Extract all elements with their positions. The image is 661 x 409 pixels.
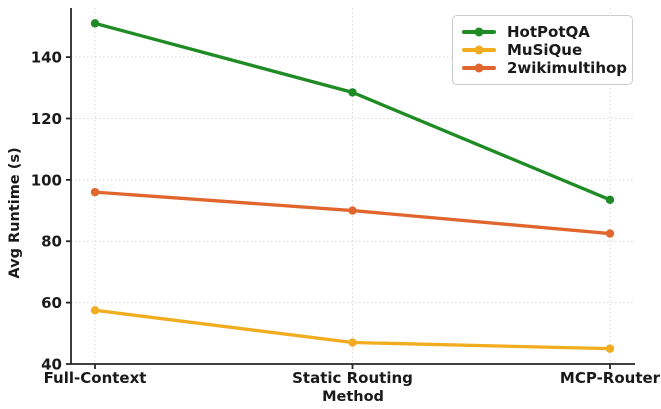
y-tick-label: 60 [41, 294, 62, 312]
legend-item-hotpotqa: HotPotQA [462, 23, 622, 41]
legend-item-musique: MuSiQue [462, 41, 622, 59]
x-tick-label: Full-Context [44, 369, 147, 387]
legend-marker-icon [474, 27, 484, 37]
data-point-HotPotQA [348, 88, 357, 97]
legend-marker-icon [474, 63, 484, 73]
data-point-2wikimultihop [90, 187, 100, 197]
x-tick-label: MCP-Router [560, 369, 661, 387]
legend-label: HotPotQA [507, 23, 590, 41]
y-tick-label: 100 [31, 171, 62, 189]
legend-marker-icon [474, 45, 484, 55]
x-tick-label: Static Routing [292, 369, 413, 387]
data-point-MuSiQue [605, 344, 615, 353]
legend-line-sample-icon [462, 45, 496, 55]
legend-label: 2wikimultihop [507, 59, 628, 77]
data-point-2wikimultihop [605, 229, 615, 238]
x-axis-label: Method [322, 389, 384, 405]
y-tick-label: 40 [41, 356, 62, 374]
data-point-MuSiQue [348, 338, 357, 347]
y-tick-label: 120 [31, 110, 62, 128]
data-point-MuSiQue [90, 306, 100, 315]
data-point-HotPotQA [90, 19, 100, 28]
legend-line-sample-icon [462, 27, 496, 37]
y-tick-label: 140 [31, 49, 62, 67]
y-axis-label: Avg Runtime (s) [7, 147, 23, 278]
data-point-2wikimultihop [348, 206, 357, 215]
y-tick-label: 80 [41, 233, 62, 251]
legend-item-2wikimultihop: 2wikimultihop [462, 59, 627, 77]
legend: HotPotQA MuSiQue 2wikimultihop [452, 15, 633, 85]
legend-line-sample-icon [462, 63, 496, 73]
data-point-HotPotQA [605, 195, 615, 205]
legend-label: MuSiQue [507, 41, 583, 59]
